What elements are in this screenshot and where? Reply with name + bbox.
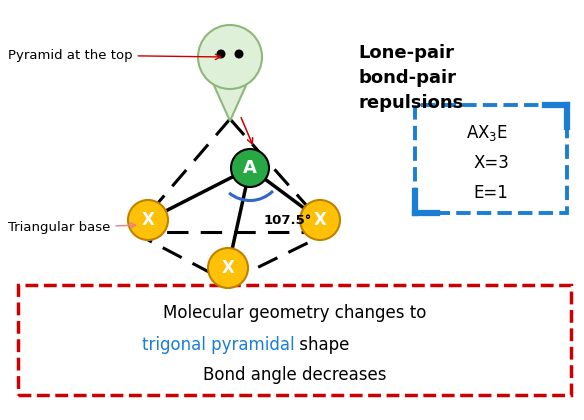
Circle shape <box>217 50 225 58</box>
Polygon shape <box>212 81 248 121</box>
Text: 107.5°: 107.5° <box>264 213 312 226</box>
Circle shape <box>231 149 269 187</box>
Text: Molecular geometry changes to: Molecular geometry changes to <box>163 304 426 322</box>
Text: shape: shape <box>294 336 350 354</box>
Circle shape <box>300 200 340 240</box>
Text: A: A <box>243 159 257 177</box>
Circle shape <box>128 200 168 240</box>
Text: Triangular base: Triangular base <box>8 221 135 234</box>
Text: X: X <box>221 259 234 277</box>
Text: Bond angle decreases: Bond angle decreases <box>203 366 386 384</box>
FancyBboxPatch shape <box>18 285 571 395</box>
Text: X=3: X=3 <box>473 154 509 172</box>
Bar <box>213 68 247 83</box>
Circle shape <box>208 248 248 288</box>
Text: X: X <box>314 211 326 229</box>
Text: AX$_3$E: AX$_3$E <box>466 123 508 143</box>
Text: trigonal pyramidal: trigonal pyramidal <box>142 336 294 354</box>
FancyBboxPatch shape <box>415 105 567 213</box>
Text: Lone-pair
bond-pair
repulsions: Lone-pair bond-pair repulsions <box>358 44 463 112</box>
Circle shape <box>198 25 262 89</box>
Circle shape <box>235 50 244 58</box>
Text: Pyramid at the top: Pyramid at the top <box>8 48 221 61</box>
Text: E=1: E=1 <box>474 184 509 202</box>
Text: X: X <box>141 211 154 229</box>
